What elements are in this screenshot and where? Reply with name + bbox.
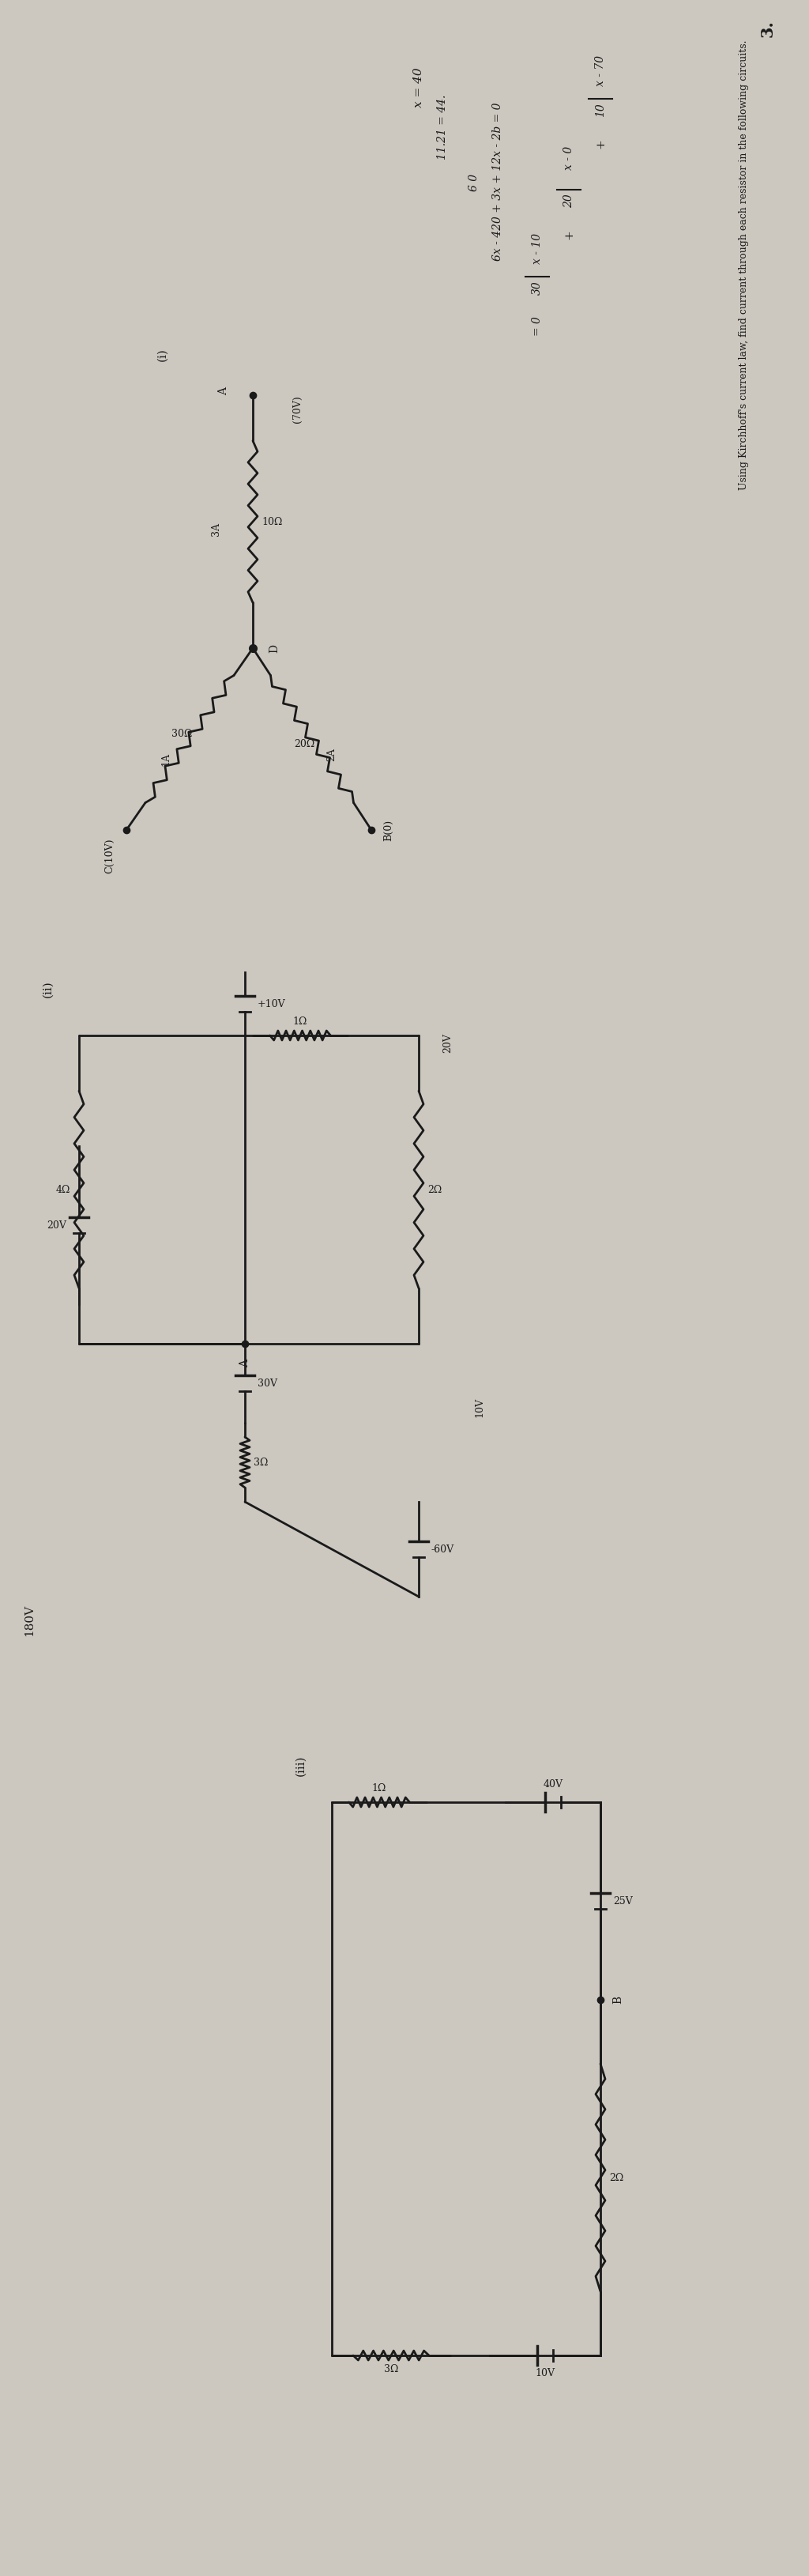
Text: 30Ω: 30Ω: [172, 729, 193, 739]
Text: 10Ω: 10Ω: [261, 518, 282, 528]
Text: +10V: +10V: [257, 999, 286, 1010]
Text: 4Ω: 4Ω: [56, 1185, 70, 1195]
Text: 1A: 1A: [161, 752, 171, 765]
Text: Using Kirchhoff's current law, find current through each resistor in the followi: Using Kirchhoff's current law, find curr…: [739, 39, 749, 489]
Text: 20Ω: 20Ω: [294, 739, 315, 750]
Text: 10: 10: [595, 103, 606, 116]
Text: -60V: -60V: [431, 1543, 455, 1553]
Text: (iii): (iii): [294, 1754, 306, 1775]
Text: x - 0: x - 0: [563, 147, 574, 170]
Text: 20V: 20V: [47, 1221, 66, 1231]
Text: 10V: 10V: [474, 1396, 485, 1417]
Text: x - 10: x - 10: [532, 234, 543, 265]
Text: 40V: 40V: [543, 1780, 563, 1790]
Text: A: A: [218, 386, 229, 394]
Text: D: D: [269, 644, 280, 652]
Text: B(0): B(0): [383, 819, 393, 840]
Text: +: +: [563, 229, 574, 240]
Text: (i): (i): [156, 348, 167, 361]
Text: 30: 30: [532, 281, 543, 294]
Text: +: +: [595, 139, 606, 149]
Text: 1Ω: 1Ω: [293, 1018, 307, 1028]
Text: 2Ω: 2Ω: [427, 1185, 442, 1195]
Text: 30V: 30V: [257, 1378, 277, 1388]
Text: 11.21 = 44.: 11.21 = 44.: [437, 95, 448, 160]
Text: B: B: [612, 1996, 624, 2004]
Text: 2A: 2A: [327, 747, 337, 762]
Text: C(10V): C(10V): [104, 837, 115, 873]
Text: 25V: 25V: [613, 1896, 633, 1906]
Text: 20: 20: [563, 193, 574, 209]
Text: 10V: 10V: [536, 2367, 555, 2378]
Text: 3Ω: 3Ω: [253, 1458, 268, 1468]
Text: 6x - 420 + 3x + 12x - 2b = 0: 6x - 420 + 3x + 12x - 2b = 0: [492, 103, 503, 260]
Text: 6 0: 6 0: [468, 175, 480, 191]
Text: (ii): (ii): [42, 979, 53, 997]
Text: 3.: 3.: [760, 21, 776, 36]
Text: 180V: 180V: [23, 1605, 35, 1636]
Text: (70V): (70V): [292, 394, 303, 422]
Text: A: A: [239, 1360, 251, 1368]
Text: 3A: 3A: [211, 523, 221, 536]
Text: 2Ω: 2Ω: [609, 2172, 624, 2182]
Text: 20V: 20V: [443, 1033, 453, 1054]
Text: x - 70: x - 70: [595, 54, 606, 85]
Text: 1Ω: 1Ω: [372, 1783, 387, 1793]
Text: 3Ω: 3Ω: [383, 2365, 398, 2375]
Text: = 0: = 0: [532, 317, 543, 335]
Text: x = 40: x = 40: [413, 67, 424, 108]
